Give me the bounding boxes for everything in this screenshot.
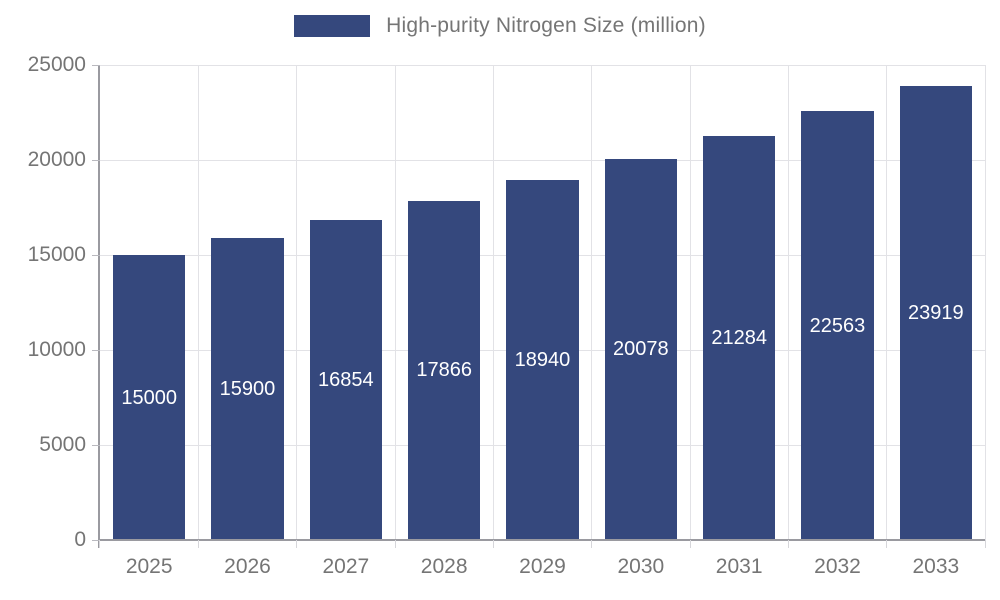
bar-value-label-2026: 15900 — [219, 377, 276, 400]
gridline-vertical — [787, 65, 789, 540]
bar-value-label-2032: 22563 — [809, 314, 866, 337]
y-axis-tick-label: 25000 — [27, 53, 86, 76]
x-axis-tick — [886, 540, 888, 548]
x-axis-label-2026: 2026 — [224, 555, 271, 578]
gridline-vertical — [492, 65, 494, 540]
gridline-vertical — [296, 65, 298, 540]
x-axis-tick — [787, 540, 789, 548]
x-axis-label-2025: 2025 — [125, 555, 173, 578]
bar-2029 — [506, 180, 579, 540]
x-axis-tick — [394, 540, 396, 548]
x-axis-tick — [296, 540, 298, 548]
gridline-vertical — [886, 65, 888, 540]
y-axis-tick — [92, 349, 100, 351]
bar-value-label-2031: 21284 — [711, 326, 767, 349]
bar-2026 — [211, 237, 284, 540]
x-axis-label-2027: 2027 — [322, 555, 370, 578]
x-axis-tick — [197, 540, 199, 548]
x-axis-label-2033: 2033 — [912, 555, 960, 578]
y-axis-tick — [92, 64, 100, 66]
bar-value-label-2033: 23919 — [908, 301, 964, 324]
y-axis-tick — [92, 159, 100, 161]
legend-label: High-purity Nitrogen Size (million) — [386, 14, 706, 37]
x-axis-label-2032: 2032 — [814, 555, 861, 578]
gridline-vertical — [689, 65, 691, 540]
x-axis-tick — [689, 540, 691, 548]
y-axis-tick — [92, 444, 100, 446]
bar-2027 — [309, 219, 382, 540]
bar-value-label-2025: 15000 — [121, 386, 177, 409]
y-axis-tick-label: 20000 — [27, 148, 86, 171]
x-axis-line — [98, 539, 985, 541]
gridline-vertical — [197, 65, 199, 540]
legend: High-purity Nitrogen Size (million) — [0, 14, 1000, 38]
y-axis-tick-label: 0 — [74, 528, 86, 551]
x-axis-label-2030: 2030 — [617, 555, 665, 578]
bar-value-label-2029: 18940 — [514, 349, 571, 372]
y-axis-line — [98, 65, 100, 548]
bar-2031 — [703, 135, 776, 540]
x-axis-label-2028: 2028 — [420, 555, 468, 578]
gridline-vertical — [984, 65, 986, 540]
bar-2033 — [899, 85, 972, 540]
gridline-horizontal — [100, 159, 985, 161]
y-axis-tick-label: 15000 — [27, 243, 86, 266]
gridline-vertical — [591, 65, 593, 540]
legend-swatch — [294, 15, 371, 37]
x-axis-tick — [591, 540, 593, 548]
y-axis-tick — [92, 539, 100, 541]
x-axis-tick — [99, 540, 100, 548]
gridline-horizontal — [100, 64, 985, 66]
y-axis-tick — [92, 254, 100, 256]
x-axis-tick — [492, 540, 494, 548]
bar-value-label-2028: 17866 — [416, 359, 472, 382]
bar-value-label-2027: 16854 — [318, 368, 374, 391]
bar-2028 — [408, 200, 481, 540]
y-axis-tick-label: 10000 — [27, 338, 86, 361]
bar-2030 — [604, 158, 677, 540]
bar-2025 — [113, 255, 186, 540]
gridline-vertical — [394, 65, 396, 540]
x-axis-tick — [984, 540, 986, 548]
bar-2032 — [801, 111, 874, 540]
plot-area: 0 5000 10000 15000 20000 25000 15000 2025 15900 2… — [28, 53, 986, 578]
bar-value-label-2030: 20078 — [613, 338, 669, 361]
x-axis-label-2029: 2029 — [519, 555, 566, 578]
x-axis-label-2031: 2031 — [715, 555, 763, 578]
y-axis-tick-label: 5000 — [39, 433, 86, 456]
